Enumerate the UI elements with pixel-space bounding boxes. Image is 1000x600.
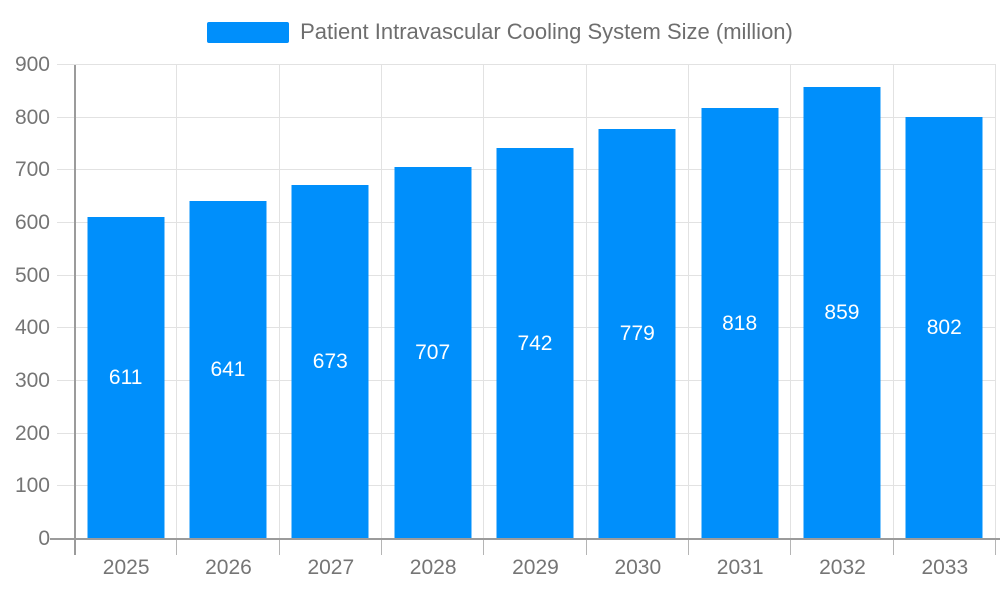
bar-2032[interactable]: 859 xyxy=(803,86,881,539)
y-axis-label: 800 xyxy=(14,105,50,129)
bar-2026[interactable]: 641 xyxy=(189,201,267,539)
y-axis-label: 100 xyxy=(14,474,50,498)
bar-value-label: 802 xyxy=(926,315,962,339)
bar-group-2026: 641 xyxy=(177,65,280,539)
bar-group-2028: 707 xyxy=(382,65,485,539)
bar-value-label: 818 xyxy=(722,311,758,335)
y-axis-label: 900 xyxy=(14,53,50,76)
bar-2025[interactable]: 611 xyxy=(87,217,165,539)
legend-label: Patient Intravascular Cooling System Siz… xyxy=(300,19,793,44)
x-axis-label: 2026 xyxy=(205,556,252,579)
bar-value-label: 641 xyxy=(210,358,246,382)
bar-value-label: 707 xyxy=(415,340,451,364)
x-axis-label: 2027 xyxy=(307,556,355,579)
bar-group-2031: 818 xyxy=(689,65,792,539)
x-axis-tick xyxy=(892,540,894,555)
x-axis-label: 2033 xyxy=(921,556,969,579)
bar-group-2029: 742 xyxy=(484,65,587,539)
bar-group-2025: 611 xyxy=(75,65,178,539)
bar-2029[interactable]: 742 xyxy=(496,148,574,539)
bar-group-2030: 779 xyxy=(587,65,689,539)
bar-value-label: 673 xyxy=(312,349,348,373)
y-axis-line xyxy=(74,65,76,555)
y-axis-labels: 0 100 200 300 400 500 600 700 800 900 xyxy=(0,53,50,550)
bar-2030[interactable]: 779 xyxy=(598,128,676,539)
bar-group-2032: 859 xyxy=(791,65,894,539)
y-axis-label: 300 xyxy=(14,368,50,392)
x-axis-tick xyxy=(790,540,792,555)
bar-2033[interactable]: 802 xyxy=(905,116,983,539)
legend-swatch-icon xyxy=(207,21,290,43)
gridline xyxy=(57,64,996,65)
x-axis-label: 2030 xyxy=(614,556,662,579)
x-axis-label: 2028 xyxy=(409,556,457,579)
bar-2031[interactable]: 818 xyxy=(701,108,779,539)
bar-value-label: 742 xyxy=(517,331,553,355)
x-axis-label: 2029 xyxy=(512,556,559,579)
x-axis-tick xyxy=(687,540,689,555)
x-axis-label: 2031 xyxy=(716,556,764,579)
plot-area: 611 641 673 707 742 779 818 859 802 xyxy=(75,65,996,539)
x-axis-label: 2032 xyxy=(819,556,866,579)
x-axis-tick xyxy=(380,540,382,555)
x-axis-ticks xyxy=(75,540,996,555)
x-axis-tick xyxy=(995,540,996,555)
bar-group-2033: 802 xyxy=(894,65,996,539)
bar-2028[interactable]: 707 xyxy=(394,166,472,539)
y-axis-label: 600 xyxy=(14,210,50,234)
x-axis-label: 2025 xyxy=(102,556,150,579)
bar-value-label: 859 xyxy=(824,300,860,324)
bar-value-label: 779 xyxy=(619,321,655,345)
y-axis-label: 400 xyxy=(14,316,50,340)
bar-value-label: 611 xyxy=(108,366,143,390)
x-axis-tick xyxy=(278,540,280,555)
x-axis-tick xyxy=(483,540,485,555)
y-axis-label: 200 xyxy=(14,421,50,445)
y-axis-label: 0 xyxy=(38,527,50,550)
y-axis-label: 700 xyxy=(14,158,50,182)
y-axis-label: 500 xyxy=(14,263,50,287)
bar-2027[interactable]: 673 xyxy=(291,184,369,539)
chart-legend[interactable]: Patient Intravascular Cooling System Siz… xyxy=(0,20,1000,44)
x-axis-tick xyxy=(176,540,178,555)
x-axis-tick xyxy=(585,540,587,555)
bar-group-2027: 673 xyxy=(280,65,382,539)
x-axis-labels: 2025 2026 2027 2028 2029 2030 2031 2032 2033 xyxy=(75,556,996,586)
gridline xyxy=(57,116,996,118)
x-axis-line xyxy=(50,538,1000,540)
